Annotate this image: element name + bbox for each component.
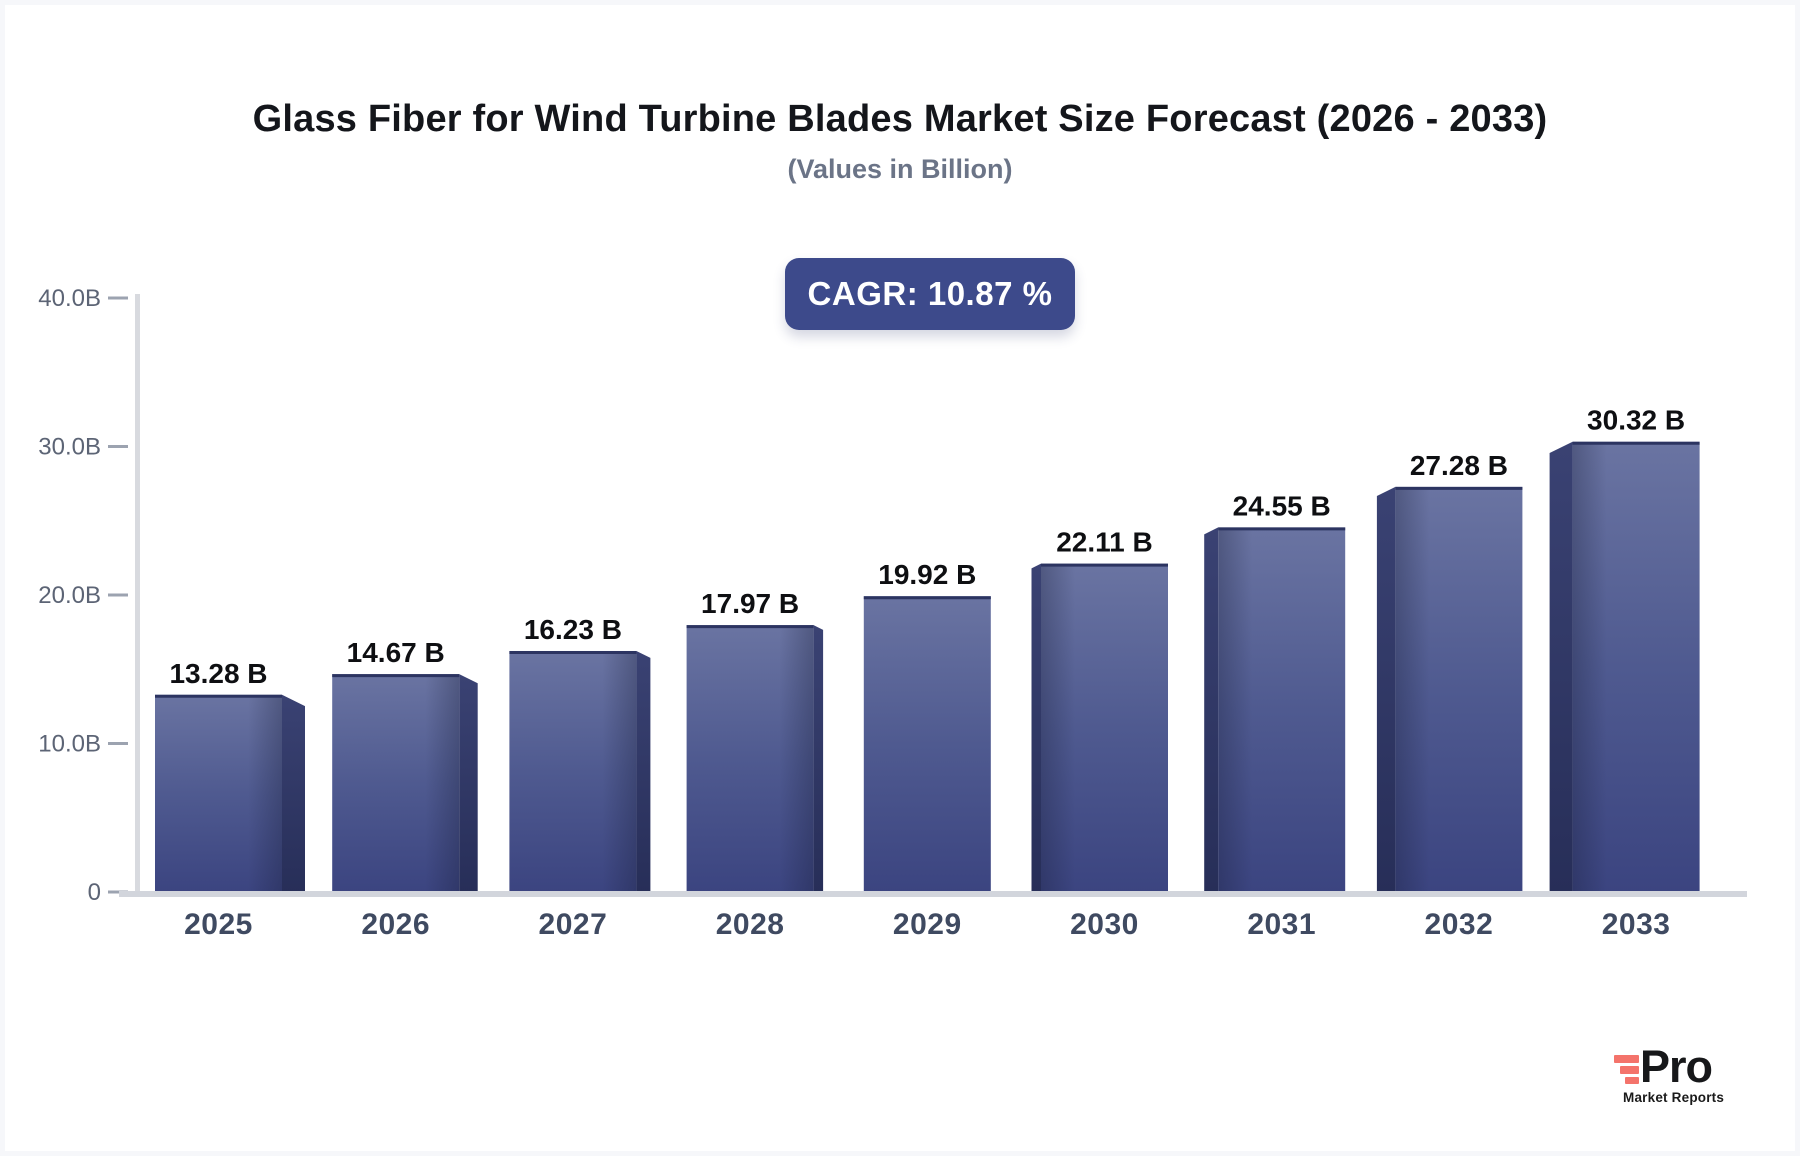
bar-2027: 16.23 B 2027 — [509, 614, 651, 941]
bar-edge-shade — [248, 694, 282, 893]
bar-side-face — [636, 650, 651, 894]
x-axis-label: 2027 — [539, 908, 608, 941]
bar-side-face — [1204, 527, 1219, 894]
bar-2025: 13.28 B 2025 — [155, 658, 305, 941]
logo-name: Pro — [1640, 1041, 1713, 1092]
bar-value-label: 30.32 B — [1587, 405, 1685, 436]
bar-edge-shade — [1041, 563, 1075, 893]
logo-tagline: Market Reports — [1623, 1089, 1725, 1105]
bar-value-label: 14.67 B — [347, 637, 445, 668]
bar-value-label: 19.92 B — [878, 559, 976, 590]
bar-value-label: 22.11 B — [1056, 527, 1153, 558]
bar-side-face — [1376, 486, 1396, 894]
bar-edge-shade — [1395, 486, 1430, 893]
bar-side-face — [1031, 563, 1041, 894]
bar-2030: 22.11 B 2030 — [1031, 527, 1168, 941]
bar-2026: 14.67 B 2026 — [332, 637, 478, 941]
bar-edge-shade — [1218, 527, 1253, 893]
x-axis-label: 2028 — [716, 908, 785, 941]
x-axis-label: 2032 — [1425, 908, 1494, 941]
y-axis-tick-label: 30.0B — [38, 434, 101, 461]
y-axis-tick-label: 20.0B — [38, 582, 101, 609]
bar-edge-shade — [602, 650, 637, 893]
bar-side-face — [282, 694, 305, 894]
bar-value-label: 17.97 B — [701, 588, 799, 619]
bar-2032: 27.28 B 2032 — [1376, 450, 1523, 941]
bar-value-label: 16.23 B — [524, 614, 622, 645]
x-axis-label: 2033 — [1602, 908, 1671, 941]
x-axis-label: 2026 — [361, 908, 430, 941]
bar-side-face — [459, 674, 478, 894]
y-axis-tick-label: 10.0B — [38, 731, 101, 758]
bar-value-label: 27.28 B — [1410, 450, 1508, 481]
market-size-bar-chart: 0 10.0B 20.0B 30.0B 40.0B 13.28 B 2025 14.67 B 2… — [38, 285, 1747, 941]
bar-side-face — [1549, 441, 1573, 894]
cagr-badge-label: CAGR: 10.87 % — [807, 275, 1053, 312]
chart-title: Glass Fiber for Wind Turbine Blades Mark… — [252, 98, 1548, 140]
cagr-badge: CAGR: 10.87 % — [785, 258, 1075, 330]
x-axis-label: 2029 — [893, 908, 962, 941]
y-axis-tick-label: 0 — [88, 879, 101, 906]
brand-logo: Pro Market Reports — [1613, 1041, 1773, 1105]
bar-2028: 17.97 B 2028 — [686, 588, 824, 941]
bar-value-label: 24.55 B — [1233, 490, 1331, 521]
bar-edge-shade — [1572, 441, 1607, 893]
x-axis-label: 2025 — [184, 908, 253, 941]
bar-front-face — [863, 596, 991, 893]
bar-2033: 30.32 B 2033 — [1549, 405, 1700, 941]
bar-2031: 24.55 B 2031 — [1204, 490, 1346, 941]
bar-2029: 19.92 B 2029 — [863, 559, 991, 941]
bar-value-label: 13.28 B — [169, 658, 267, 689]
y-axis-tick-label: 40.0B — [38, 285, 101, 312]
bar-edge-shade — [779, 625, 814, 893]
bar-edge-shade — [425, 674, 460, 893]
chart-subtitle: (Values in Billion) — [787, 154, 1013, 184]
logo-speed-bars-icon — [1613, 1046, 1639, 1087]
x-axis-label: 2030 — [1070, 908, 1139, 941]
x-axis-label: 2031 — [1247, 908, 1316, 941]
bar-side-face — [813, 625, 824, 894]
